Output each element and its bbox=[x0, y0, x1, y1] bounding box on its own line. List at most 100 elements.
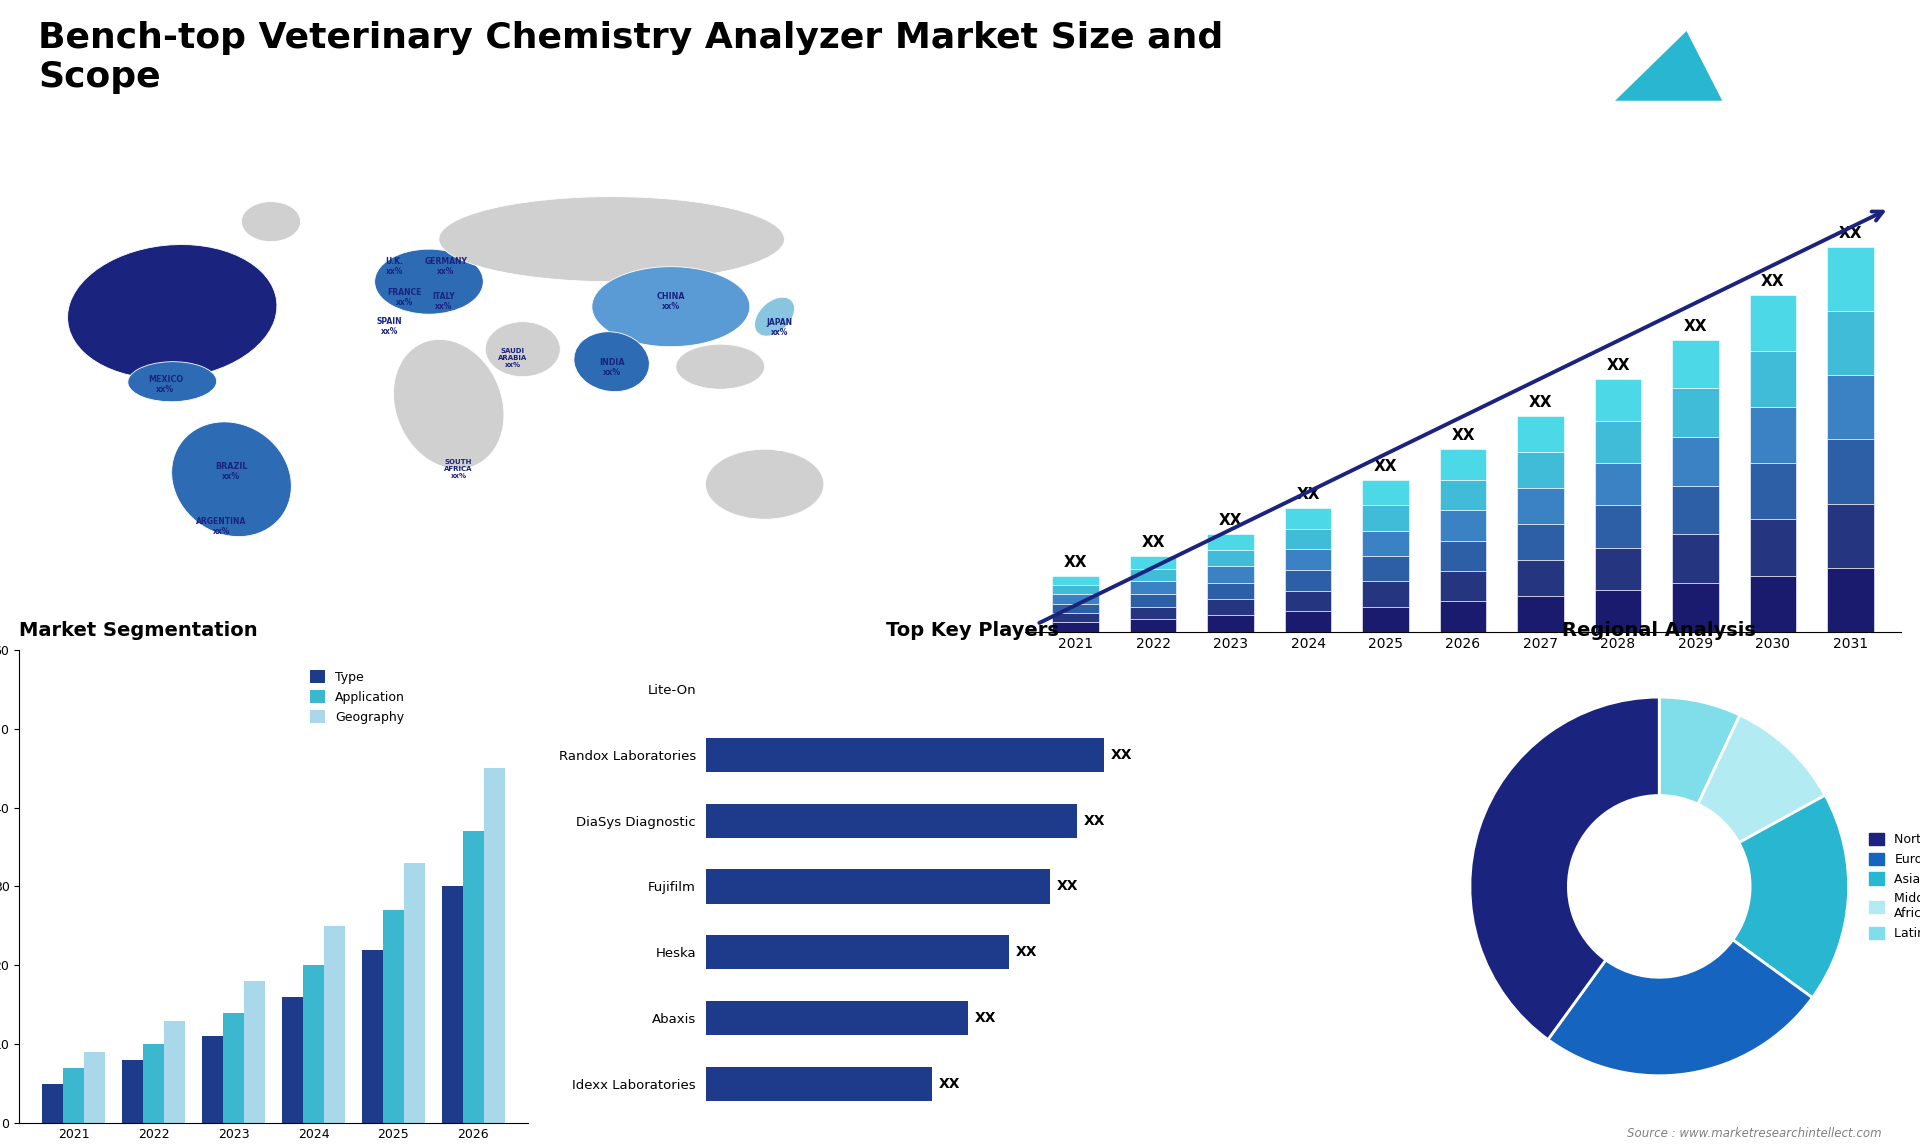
Bar bbox=[1208, 599, 1254, 615]
Bar bbox=[1517, 559, 1563, 596]
Bar bbox=[1052, 575, 1098, 584]
Text: XX: XX bbox=[1839, 226, 1862, 242]
Bar bbox=[1672, 437, 1718, 486]
Text: XX: XX bbox=[1083, 814, 1106, 827]
Text: ITALY
xx%: ITALY xx% bbox=[432, 292, 455, 312]
Bar bbox=[1363, 606, 1409, 631]
Bar bbox=[1284, 590, 1331, 611]
Bar bbox=[63, 1068, 84, 1123]
Bar bbox=[1517, 416, 1563, 452]
Bar bbox=[707, 738, 1104, 772]
Text: XX: XX bbox=[1528, 394, 1551, 410]
Wedge shape bbox=[1548, 940, 1812, 1076]
Text: XX: XX bbox=[1684, 319, 1707, 333]
Bar bbox=[1052, 622, 1098, 631]
Text: Source : www.marketresearchintellect.com: Source : www.marketresearchintellect.com bbox=[1626, 1128, 1882, 1140]
Ellipse shape bbox=[374, 249, 484, 314]
Bar bbox=[1129, 619, 1177, 631]
Bar bbox=[707, 935, 1008, 970]
Ellipse shape bbox=[705, 449, 824, 519]
Bar bbox=[1284, 528, 1331, 549]
Text: MARKET
RESEARCH
INTELLECT: MARKET RESEARCH INTELLECT bbox=[1745, 46, 1809, 81]
Ellipse shape bbox=[129, 362, 217, 402]
Ellipse shape bbox=[676, 344, 764, 390]
Ellipse shape bbox=[486, 322, 561, 377]
Bar bbox=[1828, 375, 1874, 439]
Text: INDIA
xx%: INDIA xx% bbox=[599, 358, 624, 377]
Text: XX: XX bbox=[1761, 274, 1786, 289]
Bar bbox=[223, 1013, 244, 1123]
Bar bbox=[1517, 488, 1563, 524]
Bar bbox=[1517, 452, 1563, 488]
Bar bbox=[1828, 567, 1874, 631]
Text: XX: XX bbox=[1064, 555, 1087, 570]
Polygon shape bbox=[1615, 31, 1722, 101]
Bar bbox=[1208, 582, 1254, 599]
Text: XX: XX bbox=[1452, 429, 1475, 444]
Bar bbox=[1517, 596, 1563, 631]
Text: JAPAN
xx%: JAPAN xx% bbox=[766, 317, 793, 337]
Bar bbox=[1440, 571, 1486, 602]
Bar bbox=[1208, 550, 1254, 566]
Bar bbox=[282, 997, 303, 1123]
Text: XX: XX bbox=[1056, 879, 1077, 894]
Bar bbox=[1208, 615, 1254, 631]
Bar bbox=[303, 965, 324, 1123]
Bar bbox=[1363, 505, 1409, 531]
Text: XX: XX bbox=[1112, 748, 1133, 762]
Bar bbox=[123, 1060, 144, 1123]
Text: U.K.
xx%: U.K. xx% bbox=[386, 257, 403, 276]
Text: ARGENTINA
xx%: ARGENTINA xx% bbox=[196, 517, 248, 536]
Text: XX: XX bbox=[975, 1011, 996, 1025]
Text: XX: XX bbox=[1016, 945, 1037, 959]
Bar bbox=[163, 1021, 184, 1123]
Text: XX: XX bbox=[1140, 535, 1165, 550]
Bar bbox=[463, 831, 484, 1123]
Bar bbox=[707, 1067, 931, 1100]
Title: Regional Analysis: Regional Analysis bbox=[1563, 621, 1757, 639]
Text: Bench-top Veterinary Chemistry Analyzer Market Size and
Scope: Bench-top Veterinary Chemistry Analyzer … bbox=[38, 21, 1223, 94]
Text: U.S.
xx%: U.S. xx% bbox=[129, 309, 148, 329]
Bar bbox=[1129, 568, 1177, 581]
Text: CANADA
xx%: CANADA xx% bbox=[144, 257, 180, 276]
Text: FRANCE
xx%: FRANCE xx% bbox=[388, 288, 422, 307]
Bar bbox=[1363, 581, 1409, 606]
Bar bbox=[403, 863, 424, 1123]
Bar bbox=[1284, 549, 1331, 570]
Bar bbox=[1517, 524, 1563, 559]
Ellipse shape bbox=[67, 244, 276, 379]
Bar bbox=[1129, 581, 1177, 594]
Ellipse shape bbox=[171, 422, 292, 536]
Bar bbox=[244, 981, 265, 1123]
Bar bbox=[1749, 519, 1797, 575]
Bar bbox=[1596, 548, 1642, 590]
Ellipse shape bbox=[440, 197, 785, 282]
Bar bbox=[442, 886, 463, 1123]
Text: Market Segmentation: Market Segmentation bbox=[19, 621, 257, 639]
Bar bbox=[1596, 505, 1642, 548]
Bar bbox=[1672, 388, 1718, 437]
Bar bbox=[1440, 602, 1486, 631]
Bar bbox=[1284, 611, 1331, 631]
Bar bbox=[1749, 575, 1797, 631]
Bar bbox=[1052, 584, 1098, 595]
Text: GERMANY
xx%: GERMANY xx% bbox=[424, 257, 467, 276]
Ellipse shape bbox=[755, 297, 795, 336]
Text: SAUDI
ARABIA
xx%: SAUDI ARABIA xx% bbox=[499, 347, 528, 368]
Text: XX: XX bbox=[939, 1076, 960, 1091]
Bar bbox=[1749, 351, 1797, 407]
Bar bbox=[1284, 508, 1331, 528]
Text: BRAZIL
xx%: BRAZIL xx% bbox=[215, 462, 248, 481]
Bar bbox=[1672, 534, 1718, 583]
Bar bbox=[324, 926, 346, 1123]
Bar bbox=[484, 768, 505, 1123]
Bar bbox=[707, 1000, 968, 1035]
Bar bbox=[1749, 463, 1797, 519]
Bar bbox=[1284, 570, 1331, 590]
Wedge shape bbox=[1659, 697, 1740, 804]
Bar bbox=[1672, 583, 1718, 631]
Bar bbox=[1129, 594, 1177, 606]
Bar bbox=[144, 1044, 163, 1123]
Bar bbox=[384, 910, 403, 1123]
Ellipse shape bbox=[574, 331, 649, 392]
